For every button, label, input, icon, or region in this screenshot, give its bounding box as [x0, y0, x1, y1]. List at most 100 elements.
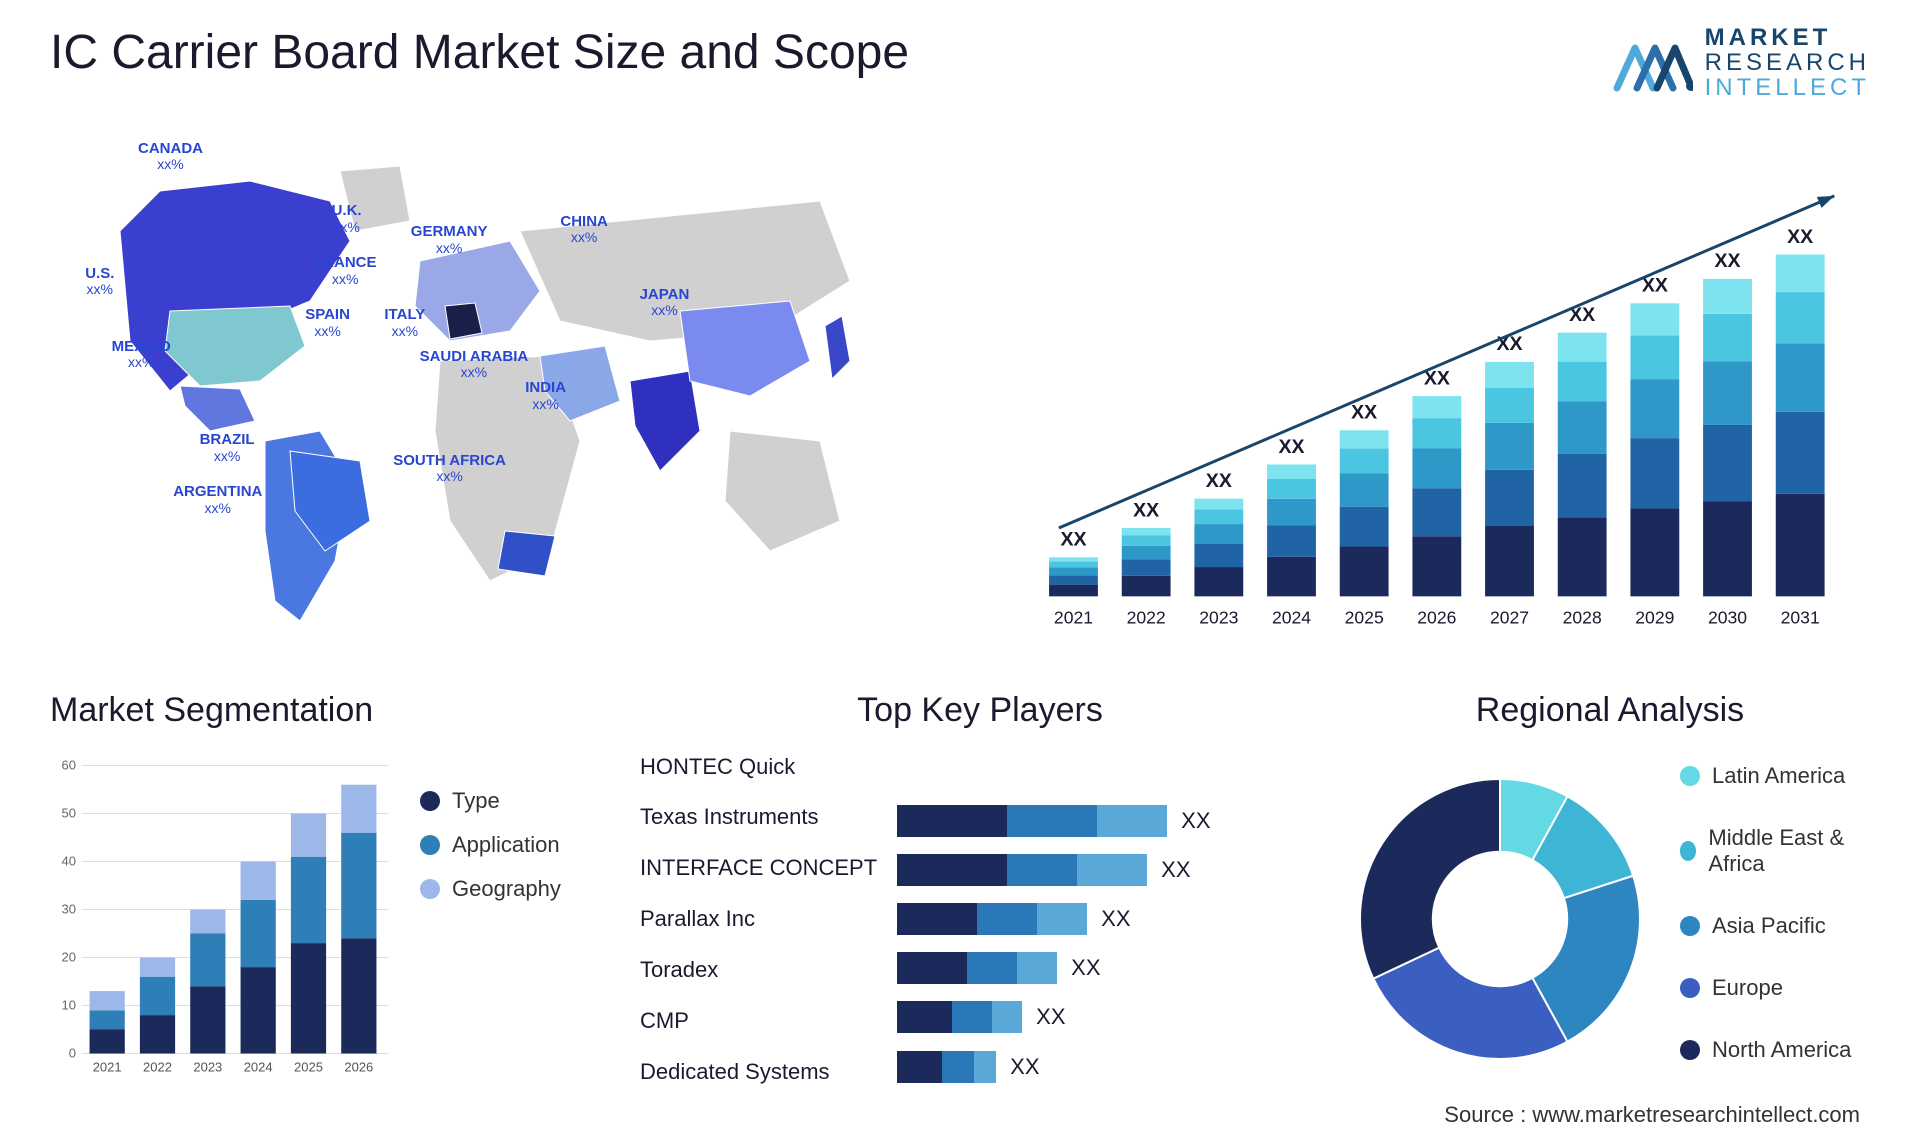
- forecast-bar-seg: [1122, 575, 1171, 596]
- forecast-bar-seg: [1049, 567, 1098, 575]
- regional-legend-item: Asia Pacific: [1680, 913, 1870, 939]
- forecast-value-label: XX: [1060, 528, 1086, 550]
- forecast-year-label: 2023: [1199, 607, 1238, 627]
- player-value: XX: [1161, 857, 1190, 883]
- player-bar-seg: [1017, 952, 1057, 984]
- player-bar-row: XX: [897, 852, 1320, 888]
- world-map-svg: [50, 131, 930, 651]
- forecast-bar-seg: [1194, 509, 1243, 524]
- player-label: Parallax Inc: [640, 906, 877, 932]
- map-region-south-africa: [498, 531, 555, 576]
- player-label: CMP: [640, 1008, 877, 1034]
- forecast-bar-seg: [1049, 584, 1098, 596]
- seg-bar-seg: [241, 861, 276, 899]
- legend-swatch: [420, 879, 440, 899]
- player-bar: [897, 854, 1147, 886]
- forecast-bar-seg: [1340, 506, 1389, 546]
- player-bar-seg: [897, 1051, 942, 1083]
- forecast-bar-seg: [1630, 508, 1679, 596]
- forecast-bar-seg: [1194, 524, 1243, 544]
- player-label: Texas Instruments: [640, 804, 877, 830]
- seg-bar-seg: [90, 1029, 125, 1053]
- seg-bar-seg: [291, 813, 326, 856]
- forecast-bar-seg: [1122, 528, 1171, 536]
- forecast-bar-seg: [1485, 469, 1534, 525]
- forecast-bar-seg: [1485, 387, 1534, 422]
- players-panel: Top Key Players HONTEC QuickTexas Instru…: [640, 691, 1320, 1091]
- forecast-bar-seg: [1340, 546, 1389, 596]
- player-bar-seg: [942, 1051, 974, 1083]
- player-value: XX: [1101, 906, 1130, 932]
- forecast-chart-svg: XX2021XX2022XX2023XX2024XX2025XX2026XX20…: [1010, 151, 1850, 651]
- forecast-bar-seg: [1267, 525, 1316, 557]
- logo-icon: [1613, 28, 1693, 98]
- logo-line3: INTELLECT: [1705, 75, 1870, 100]
- seg-ytick: 10: [62, 997, 76, 1012]
- segmentation-chart-svg: 0102030405060202120222023202420252026: [50, 748, 390, 1091]
- map-label-south-africa: SOUTH AFRICAxx%: [393, 453, 506, 485]
- legend-label: Application: [452, 832, 560, 858]
- seg-bar-seg: [90, 1010, 125, 1029]
- player-bar: [897, 1001, 1022, 1033]
- player-bar-seg: [1097, 805, 1167, 837]
- world-map-panel: CANADAxx%U.S.xx%MEXICOxx%BRAZILxx%ARGENT…: [50, 131, 930, 651]
- seg-ytick: 60: [62, 757, 76, 772]
- seg-bar-seg: [190, 933, 225, 986]
- regional-legend: Latin America Middle East & Africa Asia Pa…: [1680, 758, 1870, 1081]
- player-bar: [897, 805, 1167, 837]
- forecast-bar-seg: [1049, 557, 1098, 561]
- forecast-bar-seg: [1049, 561, 1098, 567]
- player-bar-row: XX: [897, 901, 1320, 937]
- forecast-bar-seg: [1776, 411, 1825, 493]
- legend-swatch: [1680, 841, 1696, 861]
- forecast-bar-seg: [1267, 498, 1316, 524]
- trend-arrow-head: [1817, 195, 1835, 207]
- regional-legend-item: Latin America: [1680, 763, 1870, 789]
- forecast-bar-seg: [1558, 517, 1607, 596]
- player-bar-seg: [897, 805, 1007, 837]
- forecast-bar-seg: [1558, 401, 1607, 454]
- forecast-bar-seg: [1412, 536, 1461, 596]
- seg-year-label: 2022: [143, 1059, 172, 1074]
- forecast-bar-seg: [1776, 343, 1825, 411]
- legend-label: Type: [452, 788, 500, 814]
- forecast-value-label: XX: [1133, 499, 1159, 521]
- seg-legend-item: Application: [420, 832, 561, 858]
- player-bar-seg: [992, 1001, 1022, 1033]
- forecast-bar-seg: [1340, 473, 1389, 506]
- map-label-germany: GERMANYxx%: [411, 224, 488, 256]
- forecast-year-label: 2027: [1490, 607, 1529, 627]
- map-label-argentina: ARGENTINAxx%: [173, 484, 262, 516]
- legend-label: Middle East & Africa: [1708, 825, 1870, 877]
- seg-bar-seg: [341, 938, 376, 1053]
- map-region-seasia-aus: [725, 431, 840, 551]
- map-region-india: [630, 371, 700, 471]
- seg-bar-seg: [291, 856, 326, 942]
- forecast-bar-seg: [1776, 254, 1825, 292]
- regional-legend-item: Europe: [1680, 975, 1870, 1001]
- player-bar: [897, 1051, 996, 1083]
- forecast-bar-seg: [1122, 535, 1171, 545]
- seg-ytick: 30: [62, 901, 76, 916]
- player-label: INTERFACE CONCEPT: [640, 855, 877, 881]
- forecast-bar-seg: [1122, 545, 1171, 559]
- player-bar-seg: [1037, 903, 1087, 935]
- legend-swatch: [1680, 766, 1700, 786]
- seg-year-label: 2025: [294, 1059, 323, 1074]
- legend-swatch: [420, 791, 440, 811]
- player-label: HONTEC Quick: [640, 754, 877, 780]
- player-bar-seg: [977, 903, 1037, 935]
- seg-bar-seg: [140, 1015, 175, 1053]
- forecast-bar-seg: [1267, 464, 1316, 479]
- player-bar-seg: [1007, 854, 1077, 886]
- map-label-spain: SPAINxx%: [305, 307, 350, 339]
- forecast-year-label: 2029: [1635, 607, 1674, 627]
- seg-ytick: 20: [62, 949, 76, 964]
- seg-ytick: 50: [62, 805, 76, 820]
- regional-donut-svg: [1350, 769, 1650, 1069]
- player-value: XX: [1181, 808, 1210, 834]
- brand-logo: MARKET RESEARCH INTELLECT: [1613, 25, 1870, 101]
- seg-bar-seg: [291, 943, 326, 1053]
- player-label: Dedicated Systems: [640, 1059, 877, 1085]
- seg-legend-item: Type: [420, 788, 561, 814]
